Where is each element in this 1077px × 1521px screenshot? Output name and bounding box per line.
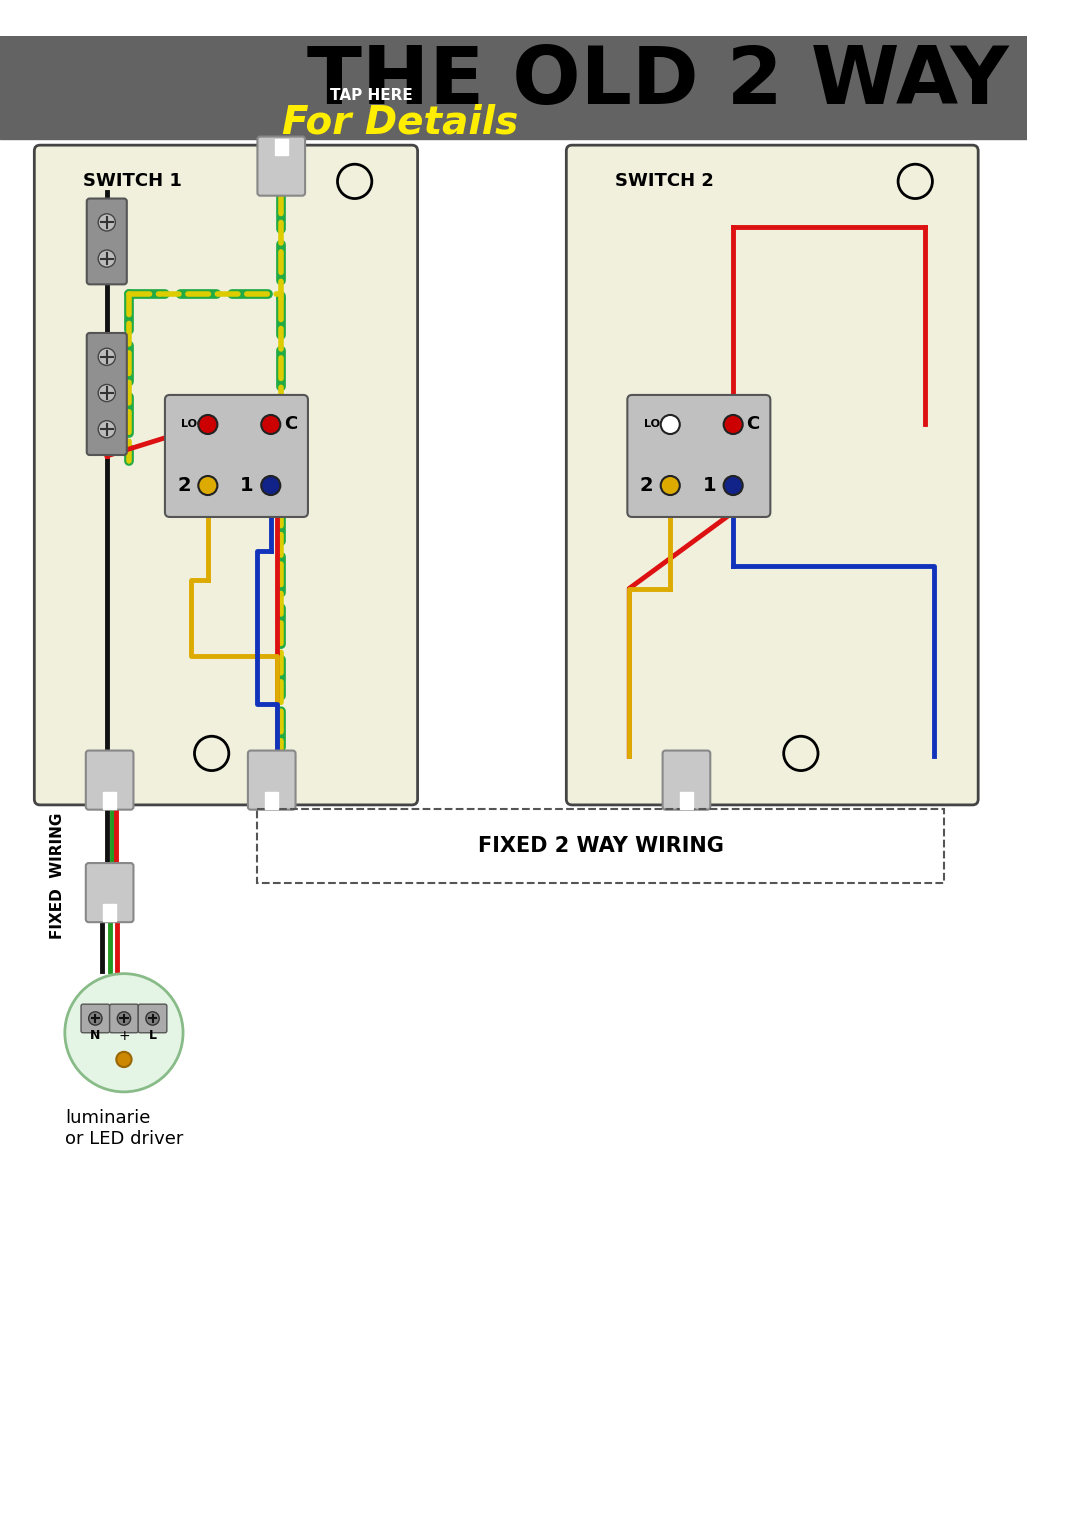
FancyBboxPatch shape bbox=[138, 1004, 167, 1033]
FancyBboxPatch shape bbox=[257, 137, 305, 196]
Circle shape bbox=[898, 164, 933, 199]
Circle shape bbox=[145, 1011, 159, 1025]
Circle shape bbox=[724, 415, 743, 433]
Bar bbox=[275, 140, 288, 155]
Text: THE OLD 2 WAY: THE OLD 2 WAY bbox=[307, 43, 1009, 122]
Text: For Details: For Details bbox=[282, 103, 518, 141]
Circle shape bbox=[337, 164, 372, 199]
Bar bbox=[0, 37, 1026, 140]
Text: FIXED 2 WAY WIRING: FIXED 2 WAY WIRING bbox=[478, 837, 724, 856]
Text: L: L bbox=[149, 1030, 156, 1042]
Text: 1: 1 bbox=[240, 476, 253, 494]
FancyBboxPatch shape bbox=[86, 750, 134, 809]
FancyBboxPatch shape bbox=[662, 750, 710, 809]
Text: N: N bbox=[90, 1030, 100, 1042]
FancyBboxPatch shape bbox=[165, 395, 308, 517]
FancyBboxPatch shape bbox=[86, 862, 134, 922]
FancyBboxPatch shape bbox=[567, 144, 978, 805]
Bar bbox=[103, 791, 116, 809]
Circle shape bbox=[117, 1011, 130, 1025]
Circle shape bbox=[88, 1011, 102, 1025]
FancyBboxPatch shape bbox=[87, 333, 127, 455]
Circle shape bbox=[98, 421, 115, 438]
FancyBboxPatch shape bbox=[81, 1004, 110, 1033]
FancyBboxPatch shape bbox=[248, 750, 295, 809]
FancyBboxPatch shape bbox=[110, 1004, 138, 1033]
Circle shape bbox=[116, 1053, 131, 1068]
FancyBboxPatch shape bbox=[34, 144, 418, 805]
Text: luminarie
or LED driver: luminarie or LED driver bbox=[65, 1109, 183, 1148]
Circle shape bbox=[724, 476, 743, 494]
Circle shape bbox=[195, 736, 228, 771]
Circle shape bbox=[198, 415, 218, 433]
Circle shape bbox=[98, 249, 115, 268]
Text: 2: 2 bbox=[640, 476, 653, 494]
Circle shape bbox=[262, 415, 280, 433]
Bar bbox=[265, 791, 278, 809]
Bar bbox=[680, 791, 694, 809]
Circle shape bbox=[65, 973, 183, 1092]
Circle shape bbox=[98, 385, 115, 402]
Text: LOOP: LOOP bbox=[644, 420, 677, 429]
Text: SWITCH 1: SWITCH 1 bbox=[83, 172, 182, 190]
FancyBboxPatch shape bbox=[87, 199, 127, 284]
Circle shape bbox=[784, 736, 819, 771]
Text: TAP HERE: TAP HERE bbox=[331, 88, 414, 103]
Text: FIXED  WIRING: FIXED WIRING bbox=[50, 812, 65, 938]
Bar bbox=[103, 903, 116, 922]
Circle shape bbox=[98, 214, 115, 231]
Text: C: C bbox=[284, 415, 297, 433]
FancyBboxPatch shape bbox=[627, 395, 770, 517]
Circle shape bbox=[660, 415, 680, 433]
Text: SWITCH 2: SWITCH 2 bbox=[615, 172, 714, 190]
Circle shape bbox=[198, 476, 218, 494]
Circle shape bbox=[262, 476, 280, 494]
Text: 1: 1 bbox=[702, 476, 716, 494]
Text: C: C bbox=[746, 415, 759, 433]
Circle shape bbox=[98, 348, 115, 365]
Circle shape bbox=[660, 476, 680, 494]
Text: 2: 2 bbox=[177, 476, 191, 494]
Text: LOOP: LOOP bbox=[181, 420, 214, 429]
Text: +: + bbox=[118, 1028, 129, 1042]
